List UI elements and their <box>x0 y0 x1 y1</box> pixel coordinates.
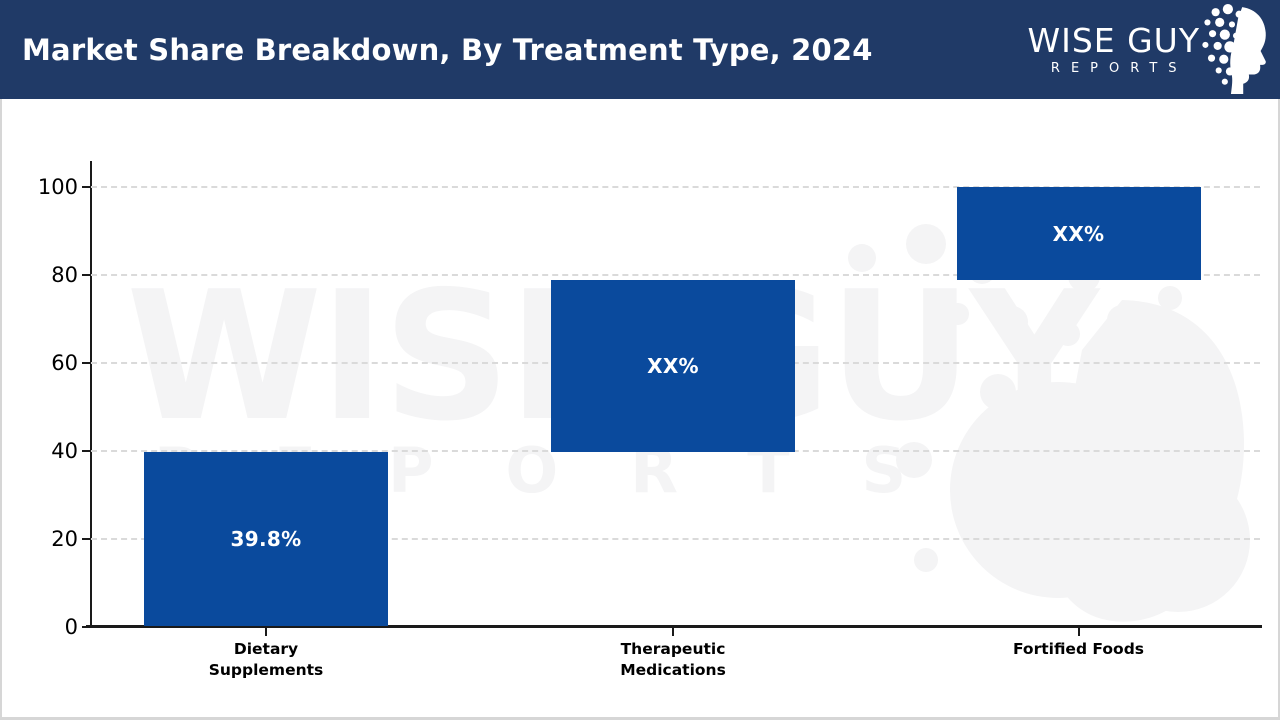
bar-segment: XX% <box>551 280 795 452</box>
x-axis-category-label-line: Fortified Foods <box>1012 640 1145 658</box>
logo-head-icon <box>1202 3 1266 94</box>
bar-value-label: XX% <box>1052 221 1105 246</box>
y-tick-label: 40 <box>51 438 78 463</box>
x-axis-category-label-line: Medications <box>620 661 726 679</box>
x-axis-category-label: Fortified Foods <box>919 639 1239 660</box>
y-tick-mark <box>82 449 91 452</box>
bar-value-label: 39.8% <box>230 527 302 552</box>
y-tick-label: 0 <box>64 614 78 639</box>
y-tick-mark <box>82 625 91 628</box>
y-tick-label: 20 <box>51 526 78 551</box>
y-tick-mark <box>82 273 91 276</box>
bar-segment: XX% <box>956 187 1201 281</box>
x-axis-category-label: Therapeutic Medications <box>513 639 833 681</box>
y-tick-mark <box>82 361 91 364</box>
x-tick-mark <box>672 628 674 636</box>
gridline <box>91 186 1260 188</box>
bar-value-label: XX% <box>647 353 699 378</box>
gridline <box>91 537 1260 540</box>
logo-wordmark-group: WISE GUY REPORTS <box>1027 24 1200 75</box>
brand-logo: WISE GUY REPORTS <box>1027 3 1280 96</box>
x-axis-category-label-line: Supplements <box>208 661 324 679</box>
y-tick-label: 80 <box>51 262 78 287</box>
logo-wordmark: WISE GUY <box>1027 21 1200 60</box>
logo-sub-wordmark: REPORTS <box>1050 61 1188 76</box>
y-tick-mark <box>82 186 91 188</box>
y-axis <box>90 161 92 627</box>
x-axis-category-label: Dietary Supplements <box>106 639 426 681</box>
x-tick-mark <box>1077 628 1080 636</box>
bar-segment: 39.8% <box>144 451 388 627</box>
y-tick-label: 60 <box>51 350 78 375</box>
page-title: Market Share Breakdown, By Treatment Typ… <box>22 32 873 67</box>
header-bar: Market Share Breakdown, By Treatment Typ… <box>0 0 1280 99</box>
gridline <box>91 273 1260 276</box>
x-axis <box>86 625 1262 628</box>
x-axis-category-label-line: Therapeutic <box>620 640 726 658</box>
y-tick-label: 100 <box>37 175 78 199</box>
x-tick-mark <box>265 628 267 636</box>
x-axis-category-label-line: Dietary <box>233 640 299 658</box>
y-tick-mark <box>82 537 91 540</box>
